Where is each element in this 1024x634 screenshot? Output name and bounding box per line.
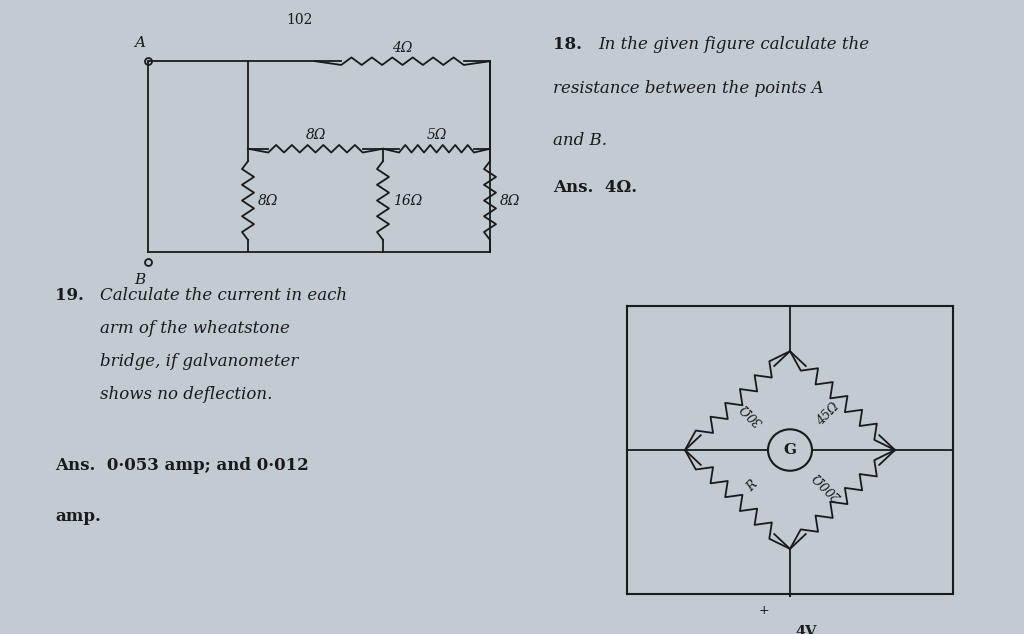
Text: 4Ω: 4Ω xyxy=(392,41,413,55)
Text: Ans.  4Ω.: Ans. 4Ω. xyxy=(553,179,637,196)
Text: B: B xyxy=(134,273,145,287)
Text: +: + xyxy=(759,604,769,617)
Text: and B.: and B. xyxy=(553,132,607,149)
Text: shows no deflection.: shows no deflection. xyxy=(100,386,272,403)
Text: G: G xyxy=(783,443,797,457)
Text: Calculate the current in each: Calculate the current in each xyxy=(100,287,347,304)
Text: 18.: 18. xyxy=(553,36,582,53)
Text: arm of the wheatstone: arm of the wheatstone xyxy=(100,320,290,337)
Text: 19.: 19. xyxy=(55,287,84,304)
Text: 4V: 4V xyxy=(795,625,816,634)
Text: 5Ω: 5Ω xyxy=(426,128,446,142)
Text: 45Ω: 45Ω xyxy=(814,400,843,428)
Text: 8Ω: 8Ω xyxy=(258,193,279,207)
Text: 8Ω: 8Ω xyxy=(305,128,326,142)
Text: 200Ω: 200Ω xyxy=(812,469,845,503)
Text: 8Ω: 8Ω xyxy=(500,193,520,207)
Text: 30Ω: 30Ω xyxy=(737,400,766,428)
Text: In the given figure calculate the: In the given figure calculate the xyxy=(598,36,869,53)
Text: A: A xyxy=(134,36,145,50)
Text: R: R xyxy=(743,478,760,494)
Text: amp.: amp. xyxy=(55,508,101,526)
Text: resistance between the points A: resistance between the points A xyxy=(553,80,823,97)
Text: bridge, if galvanometer: bridge, if galvanometer xyxy=(100,353,298,370)
Text: Ans.  0·053 amp; and 0·012: Ans. 0·053 amp; and 0·012 xyxy=(55,456,309,474)
Text: 16Ω: 16Ω xyxy=(393,193,422,207)
Text: 102: 102 xyxy=(287,13,313,27)
